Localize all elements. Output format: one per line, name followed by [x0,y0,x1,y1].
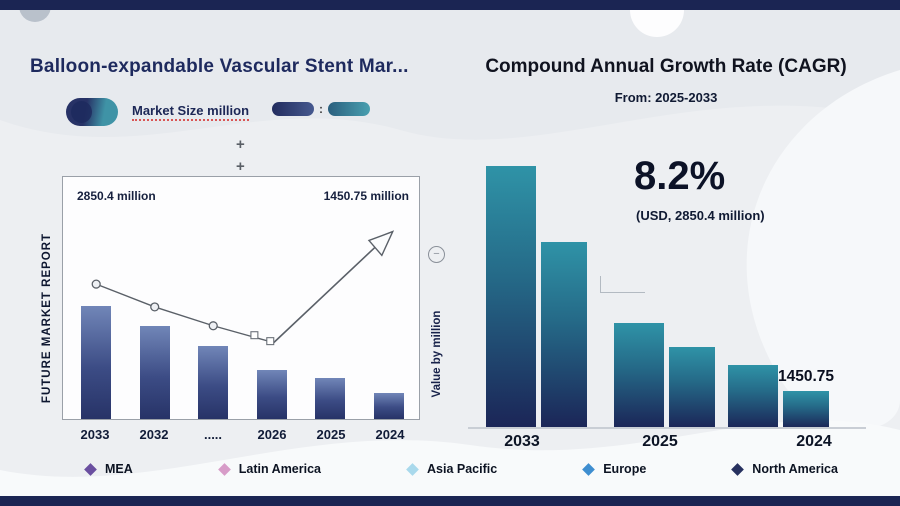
legend-item-europe: Europe [582,462,647,476]
right-bar-2025-s2 [669,347,715,428]
left-bar-6 [373,393,404,419]
legend-item-north-america: North America [731,462,838,476]
pill-navy-icon [272,102,314,116]
right-bar-2033-s1 [486,166,536,428]
market-size-label: Market Size million [132,103,250,121]
left-bar-2 [139,326,170,419]
left-xaxis-label-5: 2025 [316,427,346,442]
bottom-border-bar [0,496,900,506]
left-xaxis-label-2: 2032 [139,427,169,442]
right-chart-subtitle: From: 2025-2033 [614,90,718,105]
market-size-pill-icon [66,98,118,126]
left-xaxis-label-1: 2033 [80,427,110,442]
legend-label: MEA [105,462,133,476]
legend-item-mea: MEA [84,462,133,476]
value-by-million-label: Value by million [431,310,443,398]
start-value-label: 2850.4 million [77,189,156,203]
right-axis-line [468,427,866,429]
right-bars [470,160,870,428]
left-bar-1 [81,306,111,419]
left-bar-3 [198,346,229,419]
legend-diamond-icon [582,462,596,476]
legend-item-asia-pacific: Asia Pacific [406,462,498,476]
pill-separator: : [319,102,323,116]
left-bars [81,289,404,419]
right-xaxis-label-2033: 2033 [504,433,540,450]
right-xaxis-label-2024: 2024 [796,433,832,450]
legend-label: North America [752,462,838,476]
left-xaxis-label-3: ..... [203,427,223,442]
legend-diamond-icon [731,462,745,476]
cagr-value: 8.2% [634,154,726,198]
right-bar-2025-s1 [614,323,664,428]
top-border-bar [0,0,900,10]
left-chart-panel: 2850.4 million 1450.75 million [62,176,420,420]
legend-label: Asia Pacific [427,462,498,476]
right-bar-2033-s2 [541,242,587,428]
left-xaxis-label-4: 2026 [257,427,287,442]
left-bar-5 [315,378,346,419]
left-xaxis-label-6: 2024 [375,427,405,442]
right-bar-group-2024 [728,365,829,428]
bottom-legend: MEA Latin America Asia Pacific Europe North … [84,462,838,476]
pill-teal-icon [328,102,370,116]
legend-label: Latin America [238,462,321,476]
plus-decoration-2: + [236,158,245,175]
market-size-legend: Market Size million [66,98,250,126]
cagr-note: (USD, 2850.4 million) [636,208,765,223]
ratio-pills-decoration: : [272,102,370,116]
legend-label: Europe [603,462,647,476]
right-bar-2024-s1 [728,365,778,428]
right-bar-group-2025 [614,323,715,428]
legend-diamond-icon [84,462,97,476]
right-bar-2024-s2 [783,391,829,428]
left-bar-4 [256,370,287,419]
bracket-decoration [600,276,645,293]
future-market-report-label: FUTURE MARKET REPORT [41,232,53,404]
end-value-label: 1450.75 million [323,189,409,203]
left-chart-title: Balloon-expandable Vascular Stent Mar... [30,56,409,77]
right-xaxis-label-2025: 2025 [642,433,678,450]
minus-circle-decoration: − [428,246,445,263]
legend-diamond-icon [217,462,231,476]
right-bar-group-2033 [486,166,587,428]
right-chart-title: Compound Annual Growth Rate (CAGR) [485,56,847,77]
left-xaxis: 2033 2032..... 2026 2025 2024 [80,427,405,442]
plus-decoration-1: + [236,136,245,153]
legend-item-latin-america: Latin America [217,462,321,476]
right-end-value-label: 1450.75 [778,368,835,385]
legend-diamond-icon [406,462,419,476]
